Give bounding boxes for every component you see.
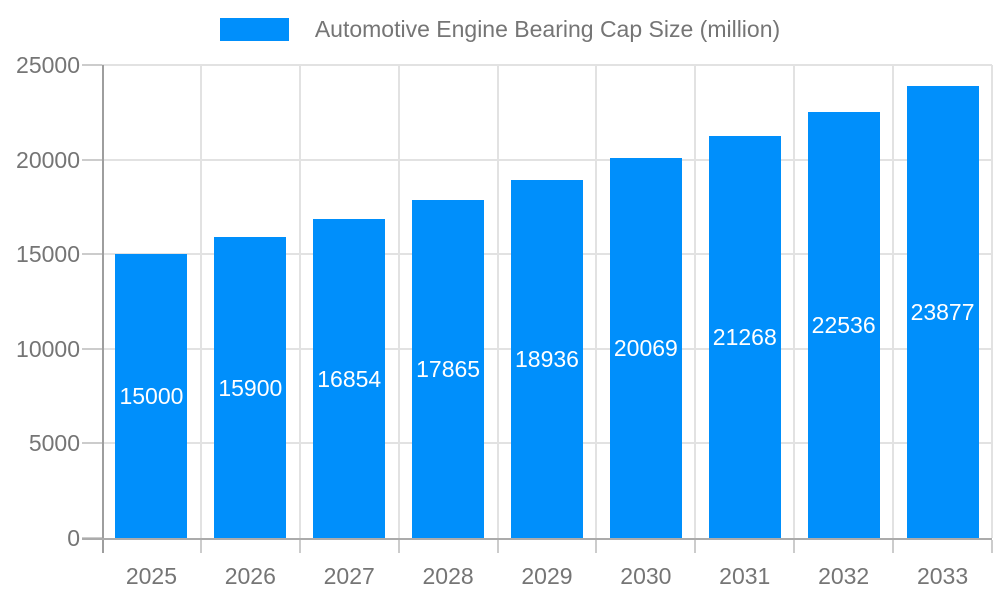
x-axis-label: 2030 — [620, 563, 672, 589]
gridline-vertical — [298, 65, 301, 538]
legend-label: Automotive Engine Bearing Cap Size (mill… — [314, 15, 781, 42]
x-axis-label: 2032 — [818, 563, 870, 589]
x-axis-tick — [397, 540, 400, 553]
x-axis-tick — [298, 540, 301, 553]
y-axis-line — [102, 65, 104, 553]
gridline-vertical — [595, 65, 598, 538]
y-axis-tick — [82, 158, 102, 161]
x-axis-label: 2033 — [916, 563, 969, 589]
y-axis-tick — [82, 64, 102, 66]
y-axis-label: 0 — [67, 525, 80, 551]
x-axis-label: 2031 — [719, 563, 771, 589]
bar-2029[interactable] — [511, 179, 583, 538]
bar-2033[interactable] — [906, 86, 979, 538]
x-axis-label: 2028 — [422, 563, 474, 589]
legend-swatch-icon — [219, 17, 289, 41]
x-axis-tick — [199, 540, 202, 553]
x-axis-tick — [793, 540, 796, 553]
x-axis-label: 2029 — [521, 563, 573, 589]
y-axis-label: 15000 — [16, 241, 80, 268]
gridline-vertical — [397, 65, 400, 538]
y-axis-tick — [82, 347, 102, 350]
gridline-vertical — [496, 65, 499, 538]
x-axis-tick — [694, 540, 697, 553]
bar-2031[interactable] — [708, 135, 781, 538]
bar-2028[interactable] — [412, 199, 485, 538]
x-axis-label: 2026 — [224, 563, 276, 589]
y-axis-label: 5000 — [28, 430, 80, 457]
chart-legend[interactable]: Automotive Engine Bearing Cap Size (mill… — [0, 12, 1000, 46]
x-axis-tick — [892, 540, 895, 553]
x-axis-tick — [595, 540, 598, 553]
y-axis-tick — [82, 442, 102, 445]
y-axis-label: 10000 — [16, 335, 80, 362]
gridline-horizontal — [102, 158, 992, 161]
x-axis-tick — [991, 540, 993, 553]
y-axis-tick — [82, 253, 102, 256]
gridline-vertical — [694, 65, 697, 538]
gridline-vertical — [199, 65, 202, 538]
x-axis-label: 2025 — [125, 563, 178, 589]
x-axis-label: 2027 — [323, 563, 375, 589]
gridline-horizontal — [102, 64, 992, 66]
y-axis-label: 25000 — [16, 52, 80, 78]
y-axis-label: 20000 — [16, 146, 80, 173]
bar-2032[interactable] — [807, 111, 880, 538]
bar-2030[interactable] — [609, 158, 682, 538]
gridline-vertical — [892, 65, 895, 538]
gridline-vertical — [991, 65, 993, 538]
x-axis-tick — [496, 540, 499, 553]
bar-2026[interactable] — [214, 237, 287, 538]
bar-2025[interactable] — [115, 254, 188, 538]
x-axis-baseline — [82, 538, 992, 540]
bar-2027[interactable] — [313, 219, 386, 538]
gridline-vertical — [793, 65, 796, 538]
